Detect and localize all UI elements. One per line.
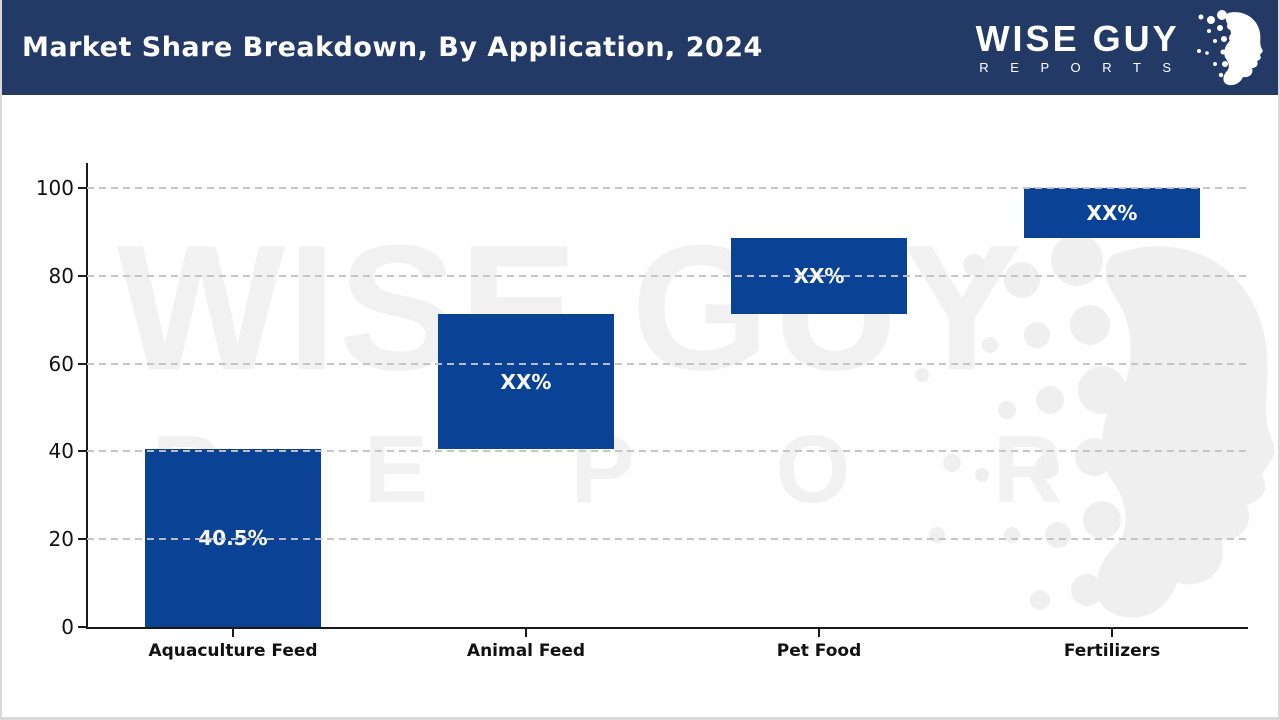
y-tick-label-40: 40 (48, 439, 74, 464)
y-axis (86, 163, 88, 629)
y-tick-label-20: 20 (48, 527, 74, 552)
gridline-80 (87, 274, 1247, 277)
bar-value-label: XX% (500, 369, 552, 394)
gridline-40 (87, 450, 1247, 453)
x-tick-3 (1111, 629, 1113, 637)
y-tick-60 (78, 362, 86, 365)
y-tick-0 (78, 626, 86, 628)
bar-value-label: 40.5% (198, 526, 268, 551)
x-tick-label-2: Pet Food (776, 641, 862, 661)
x-tick-1 (525, 629, 527, 637)
y-tick-20 (78, 538, 86, 541)
bar-fertilizers: XX% (1024, 188, 1200, 238)
chart-plot-area: 0 20 40 60 80 100 40.5% Aquaculture Feed XX% Anim… (2, 95, 1278, 717)
page-title: Market Share Breakdown, By Application, … (22, 32, 763, 63)
y-tick-80 (78, 274, 86, 277)
gridline-100 (87, 187, 1247, 189)
brand-logo-text: WISE GUY R E P O R T S (975, 18, 1180, 75)
gridline-20 (87, 538, 1247, 541)
brand-logo: WISE GUY R E P O R T S (975, 7, 1268, 89)
x-tick-0 (232, 629, 234, 637)
x-tick-2 (818, 629, 820, 637)
y-tick-label-100: 100 (35, 176, 74, 200)
brand-face-icon (1197, 9, 1263, 85)
x-tick-label-1: Animal Feed (466, 641, 586, 661)
y-tick-label-0: 0 (61, 615, 74, 639)
header: Market Share Breakdown, By Application, … (2, 0, 1278, 95)
bar-aquaculture-feed: 40.5% (145, 449, 321, 627)
brand-subtitle: R E P O R T S (979, 60, 1180, 75)
x-tick-label-3: Fertilizers (1063, 641, 1161, 661)
bar-value-label: XX% (1086, 200, 1138, 225)
x-axis (86, 627, 1248, 629)
brand-name: WISE GUY (975, 18, 1180, 59)
gridline-60 (87, 362, 1247, 365)
bar-animal-feed: XX% (438, 313, 614, 450)
y-tick-label-80: 80 (48, 263, 74, 288)
x-tick-label-0: Aquaculture Feed (148, 641, 318, 661)
y-tick-40 (78, 450, 86, 453)
y-tick-100 (78, 187, 86, 189)
y-tick-label-60: 60 (48, 351, 74, 376)
